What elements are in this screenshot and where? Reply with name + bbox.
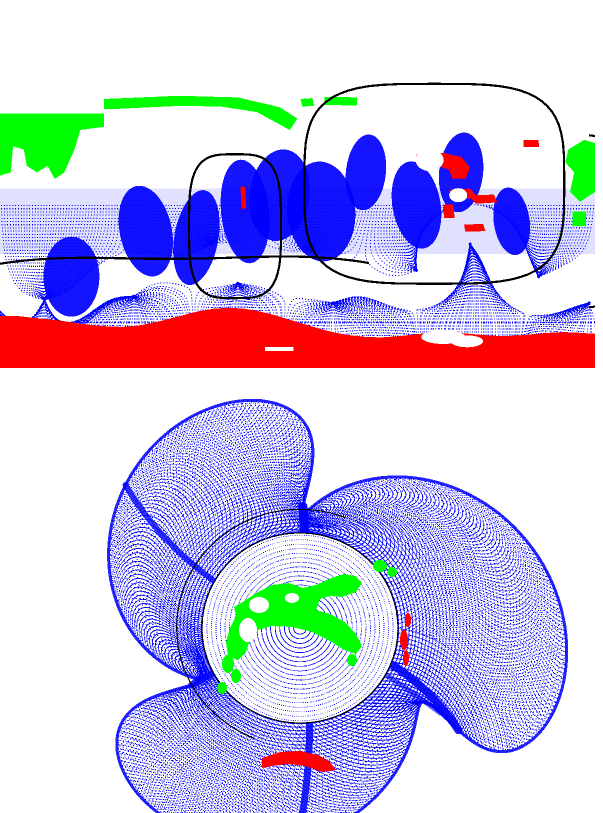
dense-field-blob <box>391 161 442 249</box>
dense-field-blob <box>173 190 220 286</box>
landmass-patch-1 <box>0 113 105 179</box>
landmass-layer <box>0 95 595 227</box>
dense-field-blob <box>118 185 173 277</box>
cylindrical-projection-panel <box>0 82 595 368</box>
saturated-patch-4 <box>240 186 247 209</box>
polar-landmass-fragment-5 <box>387 567 397 577</box>
polar-projection-panel <box>107 398 569 813</box>
isoline-contour <box>303 82 566 285</box>
isoline-contour-layer <box>0 82 595 309</box>
outer-rim <box>107 398 569 813</box>
polar-saturated-patch-2 <box>400 630 408 650</box>
saturated-patch-hole-2 <box>449 188 468 203</box>
polar-landmass-fragment-6 <box>347 654 357 666</box>
polar-landmass-hole-1 <box>249 597 269 613</box>
saturated-patch-5 <box>464 223 486 232</box>
isoline-contour <box>187 153 283 300</box>
polar-isoline <box>176 508 346 739</box>
polar-landmass-hole-3 <box>285 593 299 603</box>
landmass-patch-5 <box>565 139 595 202</box>
saturated-band-notch <box>264 346 294 351</box>
saturated-patch-3 <box>443 204 455 218</box>
saturated-band <box>0 307 595 368</box>
polar-contour-layer <box>176 508 346 739</box>
field-haze-band <box>0 188 595 254</box>
polar-streamline-layer <box>108 399 568 813</box>
polar-landmass-fragment-3 <box>217 682 227 694</box>
band-hole-2 <box>451 335 484 348</box>
landmass-patch-3 <box>300 98 315 107</box>
inner-disc-contour <box>201 532 399 724</box>
polar-saturated-patch-3 <box>403 650 409 666</box>
polar-saturated-patch-1 <box>262 751 336 772</box>
saturated-region-layer <box>0 139 595 368</box>
polar-landmass-layer <box>217 560 397 694</box>
landmass-patch-6 <box>572 211 587 227</box>
isoline-contour <box>0 255 370 265</box>
polar-landmass-fragment-4 <box>373 560 387 572</box>
saturated-patch-6 <box>523 139 540 147</box>
dense-field-blob <box>493 187 531 256</box>
landmass-patch-4 <box>324 96 357 106</box>
polar-landmass-fragment-2 <box>231 669 241 683</box>
saturated-patch-hole-1 <box>415 149 444 171</box>
polar-landmass-fragment-1 <box>222 655 234 673</box>
dense-field-blob <box>345 134 387 211</box>
polar-landmass-main <box>226 574 362 660</box>
polar-saturated-layer <box>262 613 411 772</box>
polar-saturated-patch-4 <box>405 613 411 627</box>
landmass-patch-2 <box>104 95 298 130</box>
polar-landmass-hole-2 <box>239 618 257 642</box>
